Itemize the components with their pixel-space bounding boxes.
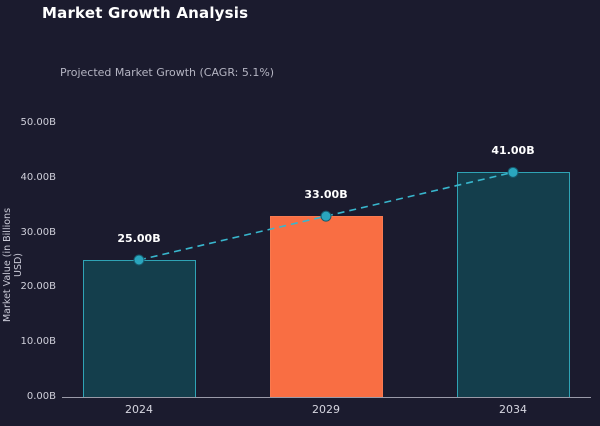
- bar-2034: [456, 172, 570, 397]
- data-point-label: 33.00B: [304, 188, 348, 202]
- chart-subtitle: Projected Market Growth (CAGR: 5.1%): [60, 66, 275, 79]
- x-tick-label: 2029: [312, 403, 340, 416]
- y-tick-label: 50.00B: [20, 117, 57, 128]
- data-point-label: 25.00B: [117, 232, 161, 245]
- y-tick-label: 30.00B: [20, 226, 57, 238]
- bar-2024: [82, 260, 196, 397]
- y-axis-label: Market Value (in Billions USD): [2, 207, 24, 323]
- x-tick-label: 2024: [125, 403, 153, 416]
- chart-title: Market Growth Analysis: [42, 4, 249, 22]
- y-tick-label: 0.00B: [26, 391, 56, 402]
- x-axis-line: [62, 397, 591, 398]
- y-tick-label: 10.00B: [20, 336, 57, 348]
- data-point-label: 41.00B: [491, 144, 535, 158]
- x-tick-label: 2034: [499, 403, 527, 416]
- y-tick-label: 40.00B: [20, 171, 57, 183]
- bar-2029: [269, 216, 383, 397]
- y-tick-label: 20.00B: [20, 281, 57, 293]
